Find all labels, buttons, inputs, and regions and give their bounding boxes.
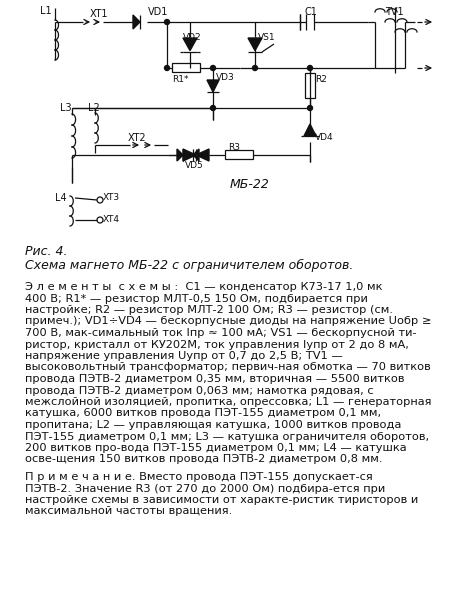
- Text: ПЭТ-155 диаметром 0,1 мм; L3 — катушка ограничителя оборотов,: ПЭТ-155 диаметром 0,1 мм; L3 — катушка о…: [25, 432, 429, 442]
- Text: МБ-22: МБ-22: [230, 178, 270, 192]
- Text: L3: L3: [60, 103, 72, 113]
- Text: VD1: VD1: [148, 7, 168, 17]
- Text: R2: R2: [315, 75, 327, 84]
- Polygon shape: [133, 15, 140, 29]
- Text: провода ПЭТВ-2 диаметром 0,063 мм; намотка рядовая, с: провода ПЭТВ-2 диаметром 0,063 мм; намот…: [25, 385, 374, 396]
- Bar: [305, 73, 315, 98]
- Text: ристор, кристалл от КУ202М, ток управления Iупр от 2 до 8 мА,: ристор, кристалл от КУ202М, ток управлен…: [25, 340, 409, 349]
- Polygon shape: [193, 149, 199, 161]
- Circle shape: [164, 20, 170, 24]
- Text: VD4: VD4: [315, 133, 334, 142]
- Text: Э л е м е н т ы  с х е м ы :  C1 — конденсатор К73-17 1,0 мк: Э л е м е н т ы с х е м ы : C1 — конденс…: [25, 282, 383, 292]
- Text: П р и м е ч а н и е. Вместо провода ПЭТ-155 допускает-ся: П р и м е ч а н и е. Вместо провода ПЭТ-…: [25, 472, 373, 482]
- Text: Рис. 4.: Рис. 4.: [25, 245, 67, 258]
- Text: напряжение управления Uупр от 0,7 до 2,5 В; TV1 —: напряжение управления Uупр от 0,7 до 2,5…: [25, 351, 343, 361]
- Text: XT1: XT1: [90, 9, 109, 19]
- Text: VD3: VD3: [216, 74, 235, 82]
- Text: Схема магнето МБ-22 с ограничителем оборотов.: Схема магнето МБ-22 с ограничителем обор…: [25, 259, 354, 272]
- Text: XT4: XT4: [103, 215, 120, 225]
- Text: XT3: XT3: [103, 193, 120, 202]
- Text: настройке; R2 — резистор МЛТ-2 100 Ом; R3 — резистор (см.: настройке; R2 — резистор МЛТ-2 100 Ом; R…: [25, 305, 393, 315]
- Text: провода ПЭТВ-2 диаметром 0,35 мм, вторичная — 5500 витков: провода ПЭТВ-2 диаметром 0,35 мм, вторич…: [25, 374, 404, 384]
- Text: L1: L1: [40, 6, 52, 16]
- Circle shape: [253, 65, 257, 71]
- Polygon shape: [248, 38, 262, 50]
- Bar: [172, 63, 200, 72]
- Text: C1: C1: [305, 7, 318, 17]
- Text: 400 В; R1* — резистор МЛТ-0,5 150 Ом, подбирается при: 400 В; R1* — резистор МЛТ-0,5 150 Ом, по…: [25, 294, 368, 304]
- Text: TV1: TV1: [385, 7, 404, 17]
- Text: VD5: VD5: [185, 161, 204, 170]
- Text: примеч.); VD1÷VD4 — бескорпусные диоды на напряжение Uобр ≥: примеч.); VD1÷VD4 — бескорпусные диоды н…: [25, 317, 431, 327]
- Polygon shape: [183, 38, 197, 50]
- Text: максимальной частоты вращения.: максимальной частоты вращения.: [25, 506, 232, 517]
- Polygon shape: [183, 149, 196, 161]
- Circle shape: [210, 65, 216, 71]
- Polygon shape: [304, 124, 316, 136]
- Text: R1*: R1*: [172, 75, 189, 84]
- Polygon shape: [207, 80, 219, 92]
- Text: L4: L4: [55, 193, 67, 203]
- Circle shape: [308, 65, 312, 71]
- Circle shape: [164, 65, 170, 71]
- Text: высоковольтный трансформатор; первич-ная обмотка — 70 витков: высоковольтный трансформатор; первич-ная…: [25, 362, 431, 372]
- Polygon shape: [196, 149, 209, 161]
- Text: катушка, 6000 витков провода ПЭТ-155 диаметром 0,1 мм,: катушка, 6000 витков провода ПЭТ-155 диа…: [25, 409, 381, 419]
- Text: осве-щения 150 витков провода ПЭТВ-2 диаметром 0,8 мм.: осве-щения 150 витков провода ПЭТВ-2 диа…: [25, 454, 383, 464]
- Polygon shape: [177, 149, 183, 161]
- Text: XT2: XT2: [128, 133, 146, 143]
- Text: 200 витков про-вода ПЭТ-155 диаметром 0,1 мм; L4 — катушка: 200 витков про-вода ПЭТ-155 диаметром 0,…: [25, 443, 407, 453]
- Bar: [225, 150, 253, 159]
- Text: VS1: VS1: [258, 33, 275, 42]
- Text: межслойной изоляцией, пропитка, опрессовка; L1 — генераторная: межслойной изоляцией, пропитка, опрессов…: [25, 397, 431, 407]
- Text: VD2: VD2: [183, 33, 201, 42]
- Circle shape: [308, 106, 312, 110]
- Circle shape: [210, 106, 216, 110]
- Text: пропитана; L2 — управляющая катушка, 1000 витков провода: пропитана; L2 — управляющая катушка, 100…: [25, 420, 401, 430]
- Text: L2: L2: [88, 103, 100, 113]
- Text: настройке схемы в зависимости от характе-ристик тиристоров и: настройке схемы в зависимости от характе…: [25, 495, 418, 505]
- Text: R3: R3: [228, 142, 240, 151]
- Text: 700 В, мак-симальный ток Iпр ≈ 100 мА; VS1 — бескорпусной ти-: 700 В, мак-симальный ток Iпр ≈ 100 мА; V…: [25, 328, 417, 338]
- Text: ПЭТВ-2. Значение R3 (от 270 до 2000 Ом) подбира-ется при: ПЭТВ-2. Значение R3 (от 270 до 2000 Ом) …: [25, 483, 385, 493]
